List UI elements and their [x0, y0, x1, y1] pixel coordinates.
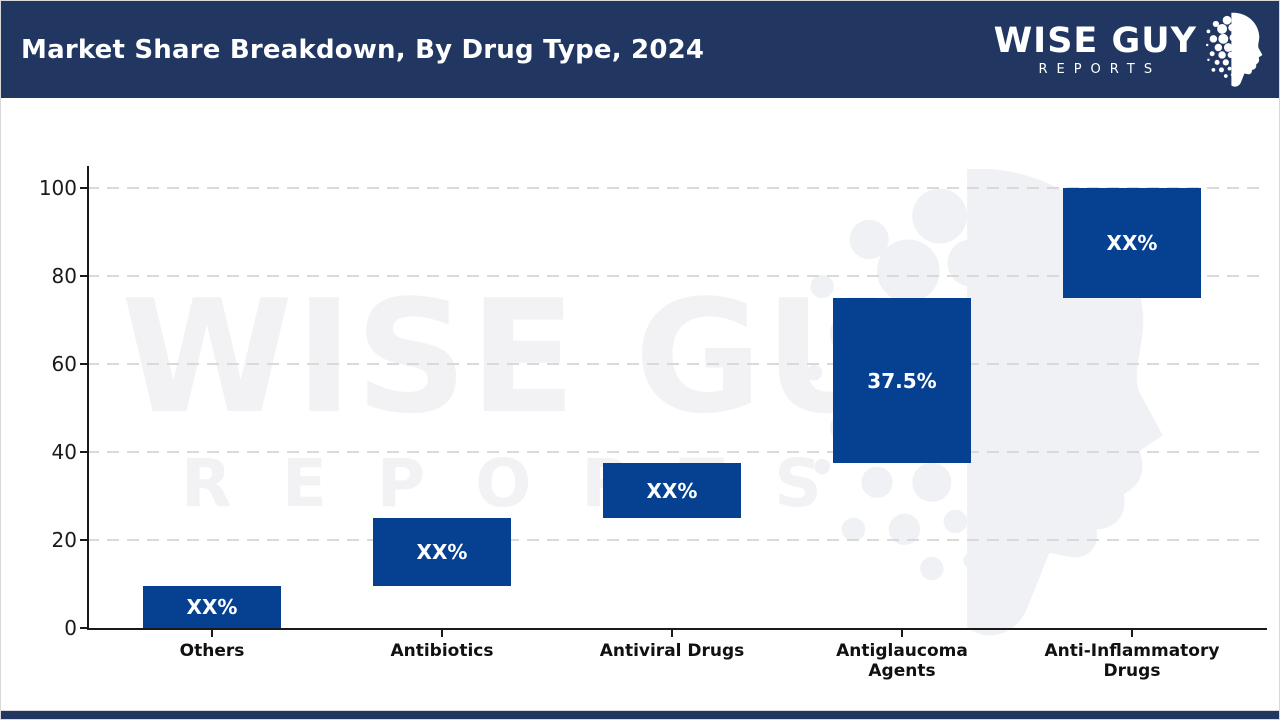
bar-value-label-others: XX% [186, 595, 238, 620]
gridline-20 [87, 539, 1267, 541]
bar-antibiotics: XX% [373, 518, 511, 587]
wiseguy-head-icon [1205, 12, 1263, 87]
x-tick-label-antiglaucoma-agents: Antiglaucoma Agents [836, 641, 968, 681]
x-tick-label-antiviral-drugs: Antiviral Drugs [599, 641, 745, 661]
header-bar: Market Share Breakdown, By Drug Type, 20… [1, 1, 1279, 98]
y-tick-label-0: 0 [64, 616, 77, 640]
brand-name: WISE GUY [993, 20, 1197, 61]
y-tick-0 [80, 627, 87, 629]
x-tick-others [211, 630, 213, 637]
y-tick-100 [80, 187, 87, 189]
brand-logo-text: WISE GUY REPORTS [993, 20, 1197, 77]
y-tick-label-100: 100 [38, 176, 77, 200]
bar-value-label-antiglaucoma-agents: 37.5% [867, 368, 937, 393]
bar-anti-inflammatory-drugs: XX% [1063, 188, 1201, 298]
bar-value-label-antibiotics: XX% [416, 540, 468, 565]
footer-divider [1, 710, 1279, 711]
x-tick-antiviral-drugs [671, 630, 673, 637]
bar-antiglaucoma-agents: 37.5% [833, 298, 971, 463]
x-tick-anti-inflammatory-drugs [1131, 630, 1133, 637]
y-tick-label-80: 80 [51, 264, 77, 288]
bar-others: XX% [143, 586, 281, 628]
y-tick-40 [80, 451, 87, 453]
x-tick-label-others: Others [179, 641, 245, 661]
x-tick-antiglaucoma-agents [901, 630, 903, 637]
y-tick-60 [80, 363, 87, 365]
y-tick-80 [80, 275, 87, 277]
y-axis [87, 166, 89, 630]
gridline-40 [87, 451, 1267, 453]
y-tick-label-20: 20 [51, 528, 77, 552]
x-tick-antibiotics [441, 630, 443, 637]
x-tick-label-anti-inflammatory-drugs: Anti-Inflammatory Drugs [1044, 641, 1220, 681]
x-axis [87, 628, 1267, 630]
y-tick-label-60: 60 [51, 352, 77, 376]
brand-subtitle: REPORTS [1038, 61, 1162, 77]
gridline-80 [87, 275, 1267, 277]
bar-value-label-anti-inflammatory-drugs: XX% [1106, 231, 1158, 255]
gridline-100 [87, 187, 1267, 189]
footer-bar [1, 711, 1279, 719]
bar-antiviral-drugs: XX% [603, 463, 741, 518]
x-tick-label-antibiotics: Antibiotics [390, 641, 494, 661]
chart-title: Market Share Breakdown, By Drug Type, 20… [21, 34, 705, 65]
bar-value-label-antiviral-drugs: XX% [646, 478, 698, 503]
gridline-60 [87, 363, 1267, 365]
y-tick-label-40: 40 [51, 440, 77, 464]
y-tick-20 [80, 539, 87, 541]
brand-logo: WISE GUY REPORTS [994, 11, 1263, 89]
